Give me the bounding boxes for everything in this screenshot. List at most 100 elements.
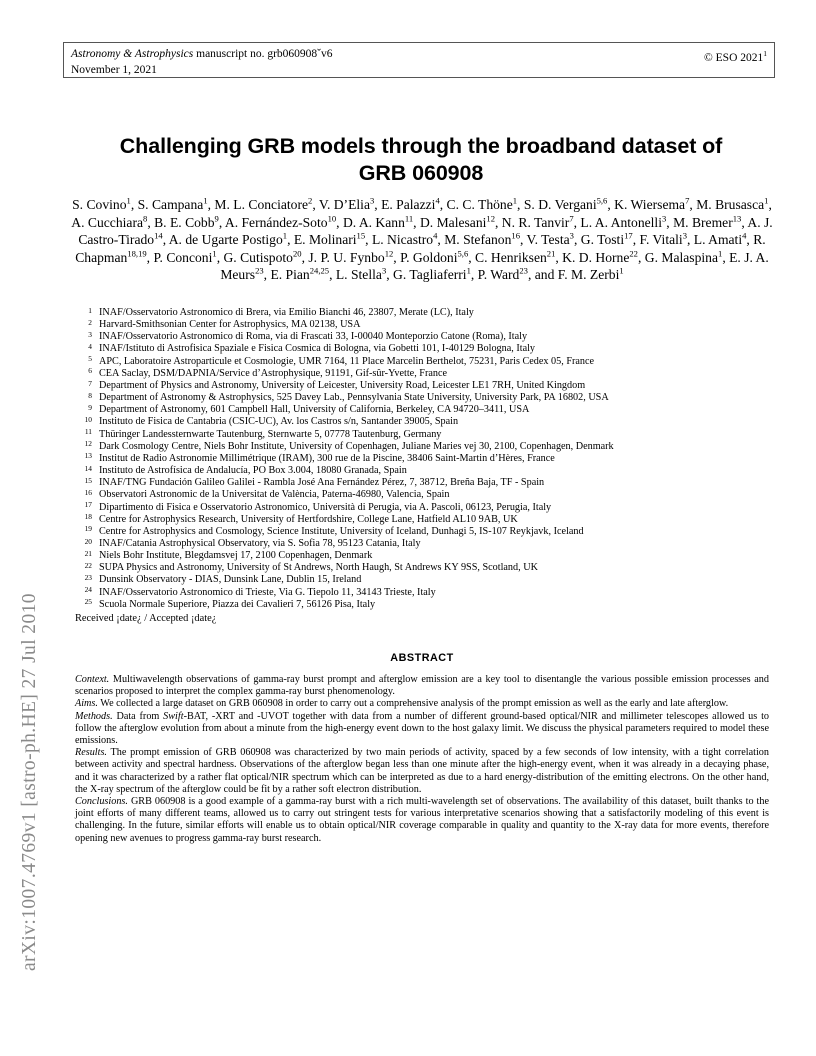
- arxiv-stamp-text: arXiv:1007.4769v1 [astro-ph.HE] 27 Jul 2…: [19, 593, 40, 971]
- copyright-text: © ESO 2021: [704, 51, 764, 64]
- affiliation-item: 2 Harvard-Smithsonian Center for Astrophy…: [75, 317, 775, 331]
- affiliation-item: 17 Dipartimento di Fisica e Osservatorio …: [75, 500, 775, 514]
- affiliation-number: 1: [88, 305, 92, 315]
- affiliation-item: 19 Centre for Astrophysics and Cosmology,…: [75, 524, 775, 538]
- abstract-heading: ABSTRACT: [390, 652, 454, 664]
- arxiv-stamp: arXiv:1007.4769v1 [astro-ph.HE] 27 Jul 2…: [0, 0, 56, 1056]
- abstract-body: Context. Multiwavelength observations of…: [75, 674, 769, 845]
- journal-reference: Astronomy & Astrophysics manuscript no. …: [71, 48, 333, 60]
- affiliation-text: Department of Astronomy, 601 Campbell Ha…: [99, 404, 530, 416]
- affiliation-text: INAF/Osservatorio Astronomico di Roma, v…: [99, 331, 528, 343]
- affiliation-text: Institut de Radio Astronomie Millimétriq…: [99, 452, 555, 464]
- affiliation-text: Department of Physics and Astronomy, Uni…: [99, 379, 586, 391]
- abstract-section-text: Data from Swift-BAT, -XRT and -UVOT toge…: [75, 710, 769, 747]
- affiliation-text: Instituto de Fisica de Cantabria (CSIC-U…: [99, 416, 459, 428]
- journal-name: Astronomy & Astrophysics: [71, 48, 194, 60]
- affiliation-item: 4 INAF/Istituto di Astrofisica Spaziale e…: [75, 342, 775, 355]
- paper-page: Astronomy & Astrophysics manuscript no. …: [63, 0, 777, 1056]
- affiliation-item: 14 Instituto de Astrofísica de Andalucía,…: [75, 464, 775, 477]
- affiliation-item: 21 Niels Bohr Institute, Blegdamsvej 17, …: [75, 548, 775, 562]
- affiliation-item: 10 Instituto de Fisica de Cantabria (CSIC…: [75, 415, 775, 428]
- affiliation-text: INAF/Osservatorio Astronomico di Trieste…: [99, 586, 436, 598]
- affiliation-number: 4: [88, 342, 92, 352]
- affiliation-list: 1 INAF/Osservatorio Astronomico di Brera,…: [75, 305, 775, 611]
- manuscript-number: manuscript no. grb060908ˇv6: [196, 48, 333, 60]
- abstract-section-label: Results.: [75, 747, 107, 759]
- affiliation-text: Thüringer Landessternwarte Tautenburg, S…: [99, 428, 442, 440]
- affiliation-number: 12: [84, 439, 92, 449]
- abstract-section-text: GRB 060908 is a good example of a gamma-…: [75, 796, 769, 844]
- affiliation-number: 7: [88, 378, 92, 388]
- affiliation-number: 21: [84, 548, 92, 558]
- affiliation-text: Department of Astronomy & Astrophysics, …: [99, 392, 609, 404]
- affiliation-item: 7 Department of Physics and Astronomy, Un…: [75, 378, 775, 392]
- abstract-section: Methods. Data from Swift-BAT, -XRT and -…: [75, 711, 769, 748]
- affiliation-number: 3: [88, 329, 92, 339]
- affiliation-number: 15: [84, 475, 92, 485]
- abstract-section-label: Conclusions.: [75, 796, 128, 808]
- affiliation-number: 25: [84, 597, 92, 607]
- abstract-section: Conclusions. GRB 060908 is a good exampl…: [75, 796, 769, 845]
- affiliation-text: Niels Bohr Institute, Blegdamsvej 17, 21…: [99, 550, 373, 562]
- affiliation-text: SUPA Physics and Astronomy, University o…: [99, 562, 538, 574]
- affiliation-number: 10: [84, 415, 92, 425]
- affiliation-text: Centre for Astrophysics Research, Univer…: [99, 513, 518, 525]
- affiliation-text: Instituto de Astrofísica de Andalucía, P…: [99, 465, 407, 477]
- abstract-section: Context. Multiwavelength observations of…: [75, 674, 769, 698]
- journal-header-box: Astronomy & Astrophysics manuscript no. …: [63, 42, 775, 78]
- affiliation-item: 25 Scuola Normale Superiore, Piazza dei C…: [75, 597, 775, 611]
- affiliation-text: INAF/TNG Fundación Galileo Galilei - Ram…: [99, 477, 545, 489]
- affiliation-item: 20 INAF/Catania Astrophysical Observatory…: [75, 537, 775, 550]
- journal-header-row-1: Astronomy & Astrophysics manuscript no. …: [71, 46, 768, 64]
- affiliation-text: Centre for Astrophysics and Cosmology, S…: [99, 525, 584, 537]
- affiliation-item: 5 APC, Laboratoire Astroparticule et Cosm…: [75, 354, 775, 368]
- affiliation-text: Observatori Astronomic de la Universitat…: [99, 489, 450, 501]
- affiliation-text: INAF/Istituto di Astrofisica Spaziale e …: [99, 343, 536, 355]
- abstract-section: Aims. We collected a large dataset on GR…: [75, 698, 769, 710]
- affiliation-number: 13: [84, 451, 92, 461]
- affiliation-item: 3 INAF/Osservatorio Astronomico di Roma, …: [75, 329, 775, 343]
- journal-date: November 1, 2021: [71, 64, 157, 76]
- affiliation-item: 24 INAF/Osservatorio Astronomico di Tries…: [75, 585, 775, 599]
- affiliation-item: 1 INAF/Osservatorio Astronomico di Brera,…: [75, 305, 775, 319]
- affiliation-item: 8 Department of Astronomy & Astrophysics,…: [75, 390, 775, 404]
- affiliation-number: 23: [84, 573, 92, 583]
- affiliation-text: Dunsink Observatory - DIAS, Dunsink Lane…: [99, 574, 362, 586]
- affiliation-number: 8: [88, 390, 92, 400]
- affiliation-item: 11 Thüringer Landessternwarte Tautenburg,…: [75, 427, 775, 441]
- abstract-section-text: Multiwavelength observations of gamma-ra…: [75, 674, 769, 698]
- affiliation-number: 5: [88, 354, 92, 364]
- affiliation-text: INAF/Osservatorio Astronomico di Brera, …: [99, 307, 474, 318]
- author-list: S. Covino1, S. Campana1, M. L. Conciator…: [71, 195, 773, 283]
- abstract-section-label: Aims.: [75, 698, 98, 710]
- abstract-section-label: Context.: [75, 674, 110, 685]
- affiliation-item: 15 INAF/TNG Fundación Galileo Galilei - R…: [75, 475, 775, 489]
- abstract-section: Results. The prompt emission of GRB 0609…: [75, 747, 769, 796]
- affiliation-item: 9 Department of Astronomy, 601 Campbell H…: [75, 402, 775, 416]
- abstract-section-text: The prompt emission of GRB 060908 was ch…: [75, 747, 769, 795]
- page-title-line-2: GRB 060908: [358, 161, 484, 185]
- affiliation-number: 19: [84, 524, 92, 534]
- page-title: Challenging GRB models through the broad…: [103, 133, 739, 187]
- affiliation-number: 17: [84, 500, 92, 510]
- affiliation-item: 23 Dunsink Observatory - DIAS, Dunsink La…: [75, 573, 775, 586]
- affiliation-number: 22: [84, 560, 92, 570]
- affiliation-text: INAF/Catania Astrophysical Observatory, …: [99, 537, 421, 549]
- affiliation-item: 12 Dark Cosmology Centre, Niels Bohr Inst…: [75, 439, 775, 453]
- abstract-section-text: We collected a large dataset on GRB 0609…: [97, 698, 729, 710]
- affiliation-text: Dark Cosmology Centre, Niels Bohr Instit…: [99, 440, 614, 452]
- affiliation-item: 6 CEA Saclay, DSM/DAPNIA/Service d’Astrop…: [75, 366, 775, 380]
- affiliation-text: Dipartimento di Fisica e Osservatorio As…: [99, 501, 552, 513]
- affiliation-number: 2: [88, 317, 92, 327]
- affiliation-number: 6: [88, 366, 92, 376]
- affiliation-text: CEA Saclay, DSM/DAPNIA/Service d’Astroph…: [99, 367, 448, 379]
- affiliation-text: APC, Laboratoire Astroparticule et Cosmo…: [99, 355, 595, 367]
- affiliation-number: 9: [88, 402, 92, 412]
- journal-header-row-2: November 1, 2021: [71, 62, 768, 78]
- page-title-line-1: Challenging GRB models through the broad…: [119, 134, 723, 158]
- affiliation-item: 22 SUPA Physics and Astronomy, University…: [75, 560, 775, 574]
- affiliation-number: 11: [84, 427, 92, 437]
- affiliation-number: 16: [84, 487, 92, 497]
- affiliation-item: 18 Centre for Astrophysics Research, Univ…: [75, 512, 775, 526]
- affiliation-text: Scuola Normale Superiore, Piazza dei Cav…: [99, 598, 376, 610]
